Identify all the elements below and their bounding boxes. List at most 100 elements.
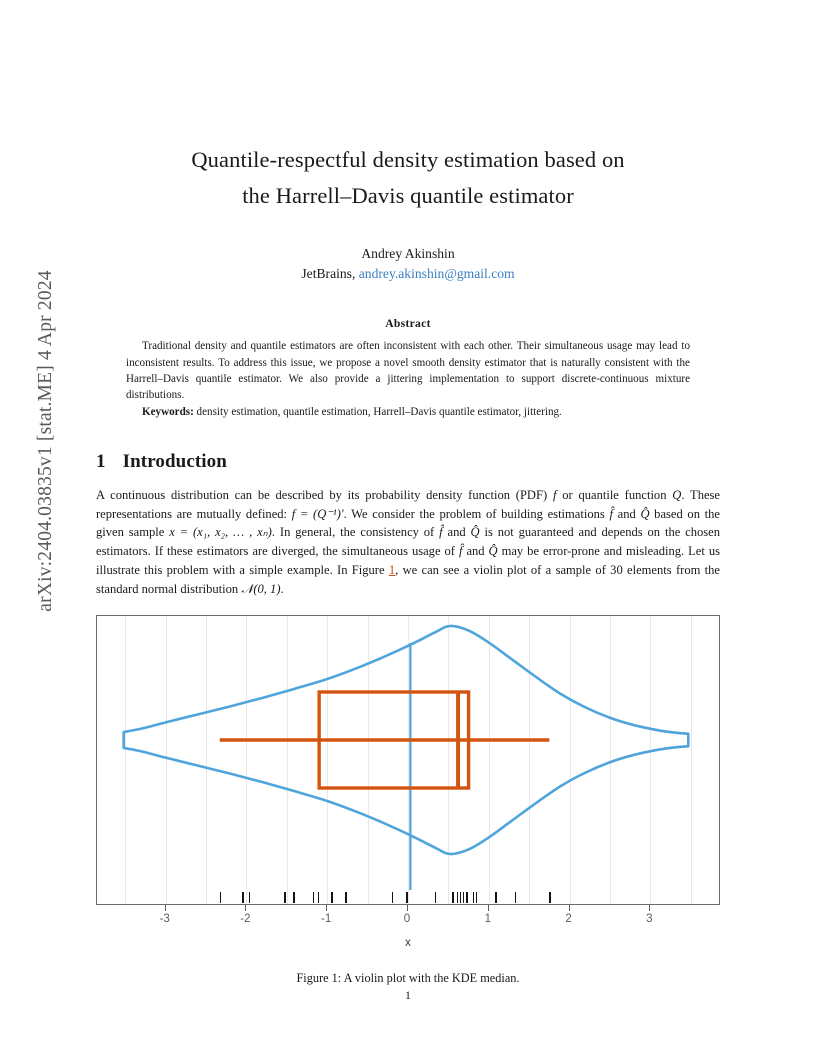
axis-tick-label: -1 [321,912,332,925]
intro-frag-6: based on the given sample [96,506,720,540]
grid-line [448,615,450,904]
grid-line [206,615,208,904]
grid-line [286,615,288,904]
grid-line [327,615,329,904]
rug-tick [391,891,394,903]
title-line-2: the Harrell–Davis quantile estimator [242,183,574,209]
grid-line [690,615,692,904]
violin-outline-lower [122,744,690,855]
math-f-hat-3: f̂ [458,544,463,559]
intro-frag-11: may be error-prone and misleading. Let u… [96,544,721,578]
math-sample-vector: x = (x₁, x₂, … , xₙ) [169,525,272,540]
figure-reference-link[interactable]: 1 [388,563,396,578]
axis-tick-label: 3 [646,912,653,925]
violin-plot-canvas [96,614,720,905]
page-number: 1 [405,988,411,1002]
rug-tick [345,891,347,903]
axis-tick-label: -2 [240,912,251,925]
math-normal-distribution: 𝒩(0, 1) [241,581,281,596]
math-Q-hat-3: Q̂ [488,544,498,559]
intro-frag-12: , we can see a violin plot of a sample o… [96,563,720,596]
grid-line [367,615,369,904]
x-axis: -3 -2 -1 0 1 2 3 [96,904,720,925]
axis-tick [245,904,247,911]
axis-tick-label: 1 [484,912,491,925]
arxiv-identifier-stamp: arXiv:2404.03835v1 [stat.ME] 4 Apr 2024 [35,270,56,612]
rug-tick [472,891,475,903]
rug-tick [434,891,437,903]
rug-tick [406,891,408,903]
axis-tick [487,904,489,911]
rug-tick [549,891,551,903]
axis-tick-label: 2 [565,912,572,925]
grid-line [529,615,531,904]
abstract-paragraph: Traditional density and quantile estimat… [126,340,690,402]
figure-caption: Figure 1: A violin plot with the KDE med… [296,970,520,985]
author-affiliation: JetBrains, andrey.akinshin@gmail.com [96,264,720,284]
rug-tick [242,891,244,903]
affiliation-text: JetBrains, [301,265,359,281]
paper-page: Quantile-respectful density estimation b… [96,0,720,1056]
section-title: Introduction [122,450,227,472]
math-equation-f-eq-Qinv-prime: f = (Q⁻¹)′ [291,506,344,521]
rug-tick [312,891,315,903]
intro-frag-10: and [462,544,489,559]
rug-tick [459,891,462,903]
axis-tick [649,904,651,911]
intro-frag-3: . These representations are mutually def… [96,487,720,521]
grid-line [408,615,409,904]
violin-outline-upper [122,624,690,735]
intro-frag-2: or quantile function [556,487,673,502]
axis-tick-label: -3 [159,912,170,925]
rug-tick [475,891,478,903]
rug-tick [317,891,320,903]
author-email-link[interactable]: andrey.akinshin@gmail.com [358,265,515,281]
grid-line [125,615,127,904]
intro-frag-4: . We consider the problem of building es… [343,506,610,521]
section-number: 1 [96,450,106,472]
intro-frag-1: A continuous distribution can be describ… [96,487,553,502]
math-Q-hat-2: Q̂ [470,525,480,540]
grid-line [569,615,571,904]
keywords-label: Keywords: [142,406,194,419]
rug-tick [514,891,517,903]
keywords-text: density estimation, quantile estimation,… [196,406,562,419]
intro-frag-9: is not guaranteed and depends on the cho… [96,525,721,559]
rug-tick [452,891,454,903]
axis-tick [407,904,408,911]
rug-tick [495,891,497,903]
intro-frag-7: . In general, the consistency of [271,525,440,540]
page-title: Quantile-respectful density estimation b… [96,142,720,215]
violin-plot-svg [122,624,690,890]
boxplot-box [317,689,471,790]
keywords-line: Keywords: density estimation, quantile e… [126,404,690,420]
figure-1: -3 -2 -1 0 1 2 3 x Figure 1: A violin plot wit… [96,614,720,986]
rug-tick [248,891,251,903]
grid-line [165,615,167,904]
grid-line [488,615,490,904]
intro-frag-13: . [280,581,284,596]
rug-tick [219,891,222,903]
rug-tick [456,891,459,903]
rug-tick [284,891,286,903]
intro-frag-5: and [612,506,641,521]
introduction-body: A continuous distribution can be describ… [96,486,720,599]
title-line-1: Quantile-respectful density estimation b… [191,147,625,172]
rug-tick [331,891,333,903]
math-Q: Q [672,487,682,502]
axis-tick [326,904,328,911]
axis-tick [568,904,570,911]
section-heading-introduction: 1 Introduction [96,451,720,473]
math-f: f [552,487,557,502]
math-f-hat-2: f̂ [439,525,443,540]
axis-tick-label: 0 [403,912,411,925]
x-axis-label: x [405,934,411,949]
grid-line [246,615,248,904]
math-Q-hat: Q̂ [640,506,650,521]
abstract-heading: Abstract [385,317,431,331]
grid-line [609,615,611,904]
intro-frag-8: and [442,525,471,540]
author-block: Andrey Akinshin JetBrains, andrey.akinsh… [96,244,720,283]
rug-tick [293,891,295,903]
axis-tick [164,904,166,911]
